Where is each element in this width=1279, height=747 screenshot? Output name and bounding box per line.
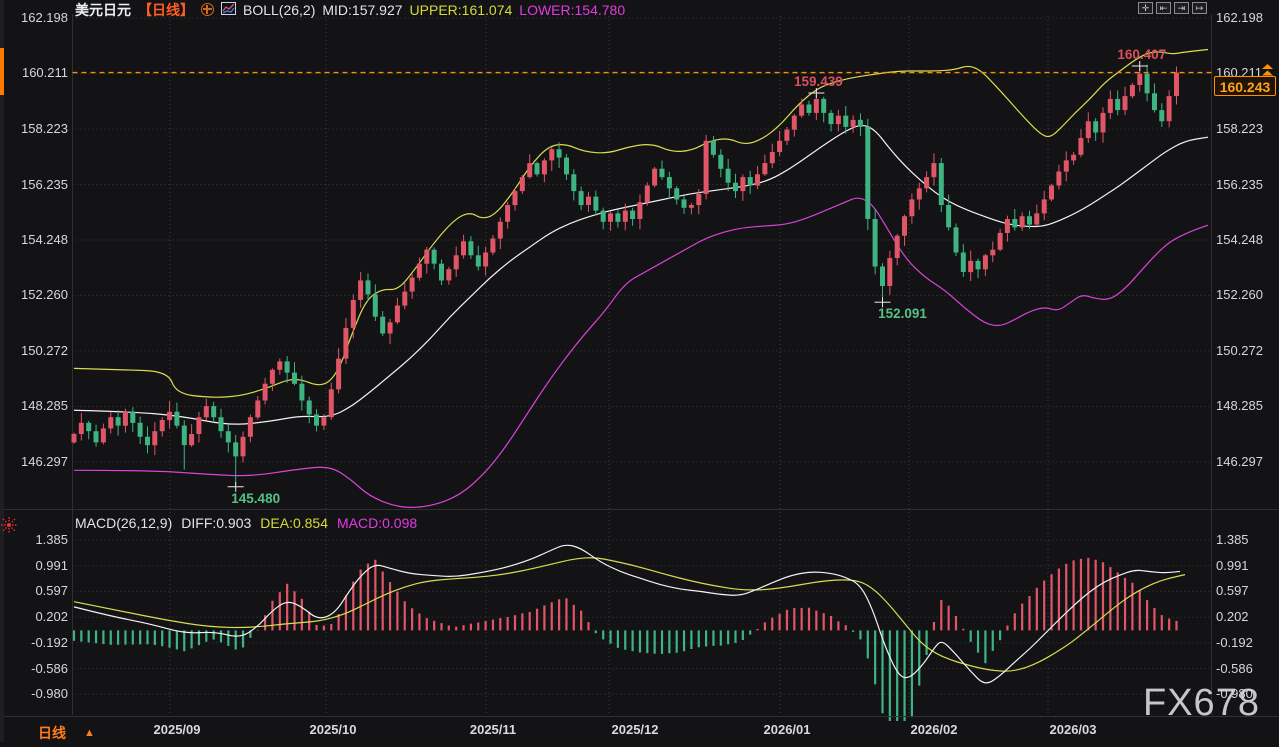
- date-axis-label: 2026/01: [763, 722, 811, 737]
- symbol-title: 美元日元: [75, 1, 131, 18]
- pane-target-icon[interactable]: [1, 517, 17, 538]
- price-axis-label-left: 146.297: [21, 454, 68, 469]
- boll-label: BOLL(26,2): [243, 1, 316, 18]
- price-axis-label-right: 148.285: [1216, 398, 1263, 414]
- price-axis-label-left: 154.248: [21, 231, 68, 247]
- kline-icon[interactable]: [221, 1, 236, 18]
- macd-axis-label-left: -0.980: [31, 686, 68, 702]
- pan-icon[interactable]: ✛: [1138, 2, 1153, 14]
- date-axis-bar: 日线 ▲: [0, 716, 1279, 743]
- macd-axis-label-right: -0.980: [1216, 686, 1253, 702]
- price-axis-label-right: 158.223: [1216, 120, 1263, 136]
- macd-axis-label-left: 0.202: [35, 609, 68, 625]
- watermark: FX678: [1143, 682, 1260, 724]
- price-axis-label-left: 150.272: [21, 343, 68, 358]
- date-axis-label: 2025/09: [153, 722, 201, 737]
- boll-mid-value: MID:157.927: [322, 1, 403, 18]
- up-triangle-icon: ▲: [84, 727, 95, 739]
- macd-axis-label-left: -0.586: [31, 660, 68, 676]
- boll-upper-value: UPPER:161.074: [409, 1, 513, 18]
- svg-text:160.407: 160.407: [1117, 47, 1166, 62]
- macd-axis-label-right: 0.991: [1216, 557, 1249, 573]
- indicator-toggle-icon[interactable]: [201, 3, 214, 16]
- macd-macd-value: MACD:0.098: [337, 515, 418, 531]
- price-axis-label-left: 158.223: [21, 120, 68, 136]
- macd-axis-label-right: 0.597: [1216, 583, 1249, 599]
- date-axis-label: 2025/12: [611, 722, 659, 737]
- left-scroll-rail[interactable]: [0, 0, 4, 742]
- date-axis-label: 2026/03: [1049, 722, 1097, 737]
- price-axis-label-right: 146.297: [1216, 454, 1263, 469]
- date-axis-label: 2026/02: [910, 722, 958, 737]
- indicator-header: 美元日元 【日线】 BOLL(26,2) MID:157.927 UPPER:1…: [75, 1, 625, 18]
- macd-axis-label-left: -0.192: [31, 634, 68, 650]
- macd-axis-label-right: -0.586: [1216, 660, 1253, 676]
- price-axis-label-left: 162.198: [21, 10, 68, 25]
- price-axis-label-right: 152.260: [1216, 287, 1263, 303]
- macd-axis-label-left: 0.991: [35, 557, 68, 573]
- double-up-arrow-icon[interactable]: [1260, 64, 1275, 82]
- macd-axis-label-right: -0.192: [1216, 634, 1253, 650]
- left-scroll-thumb[interactable]: [0, 48, 4, 95]
- period-tag: 【日线】: [138, 1, 194, 18]
- price-axis-label-left: 148.285: [21, 398, 68, 414]
- macd-title: MACD(26,12,9): [75, 515, 173, 531]
- fit-right-icon[interactable]: ⇥: [1174, 2, 1189, 14]
- price-axis-label-left: 152.260: [21, 287, 68, 303]
- svg-text:152.091: 152.091: [878, 306, 927, 321]
- macd-header: MACD(26,12,9) DIFF:0.903 DEA:0.854 MACD:…: [75, 515, 417, 531]
- price-axis-label-right: 154.248: [1216, 231, 1263, 247]
- date-axis-label: 2025/10: [309, 722, 357, 737]
- macd-dea-value: DEA:0.854: [260, 515, 329, 531]
- macd-diff-value: DIFF:0.903: [181, 515, 252, 531]
- macd-axis-label-right: 0.202: [1216, 609, 1249, 625]
- boll-lower-value: LOWER:154.780: [519, 1, 626, 18]
- price-axis-label-right: 162.198: [1216, 10, 1263, 25]
- shift-right-icon[interactable]: ↦: [1192, 2, 1207, 14]
- chart-toolbar: ✛ ⇤ ⇥ ↦: [1138, 2, 1207, 14]
- fit-left-icon[interactable]: ⇤: [1156, 2, 1171, 14]
- macd-axis-label-right: 1.385: [1216, 532, 1249, 547]
- price-axis-label-left: 156.235: [21, 176, 68, 192]
- date-axis-label: 2025/11: [469, 722, 517, 737]
- price-axis-label-right: 150.272: [1216, 343, 1263, 358]
- current-price-tag: 160.243: [1214, 76, 1276, 96]
- macd-axis-label-left: 0.597: [35, 583, 68, 599]
- price-axis-label-right: 156.235: [1216, 176, 1263, 192]
- svg-text:145.480: 145.480: [231, 491, 280, 506]
- svg-text:159.439: 159.439: [794, 74, 843, 89]
- price-axis-label-left: 160.211: [21, 65, 68, 81]
- macd-axis-label-left: 1.385: [35, 532, 68, 547]
- period-selector-label: 日线: [38, 725, 66, 741]
- period-selector[interactable]: 日线 ▲: [38, 723, 95, 743]
